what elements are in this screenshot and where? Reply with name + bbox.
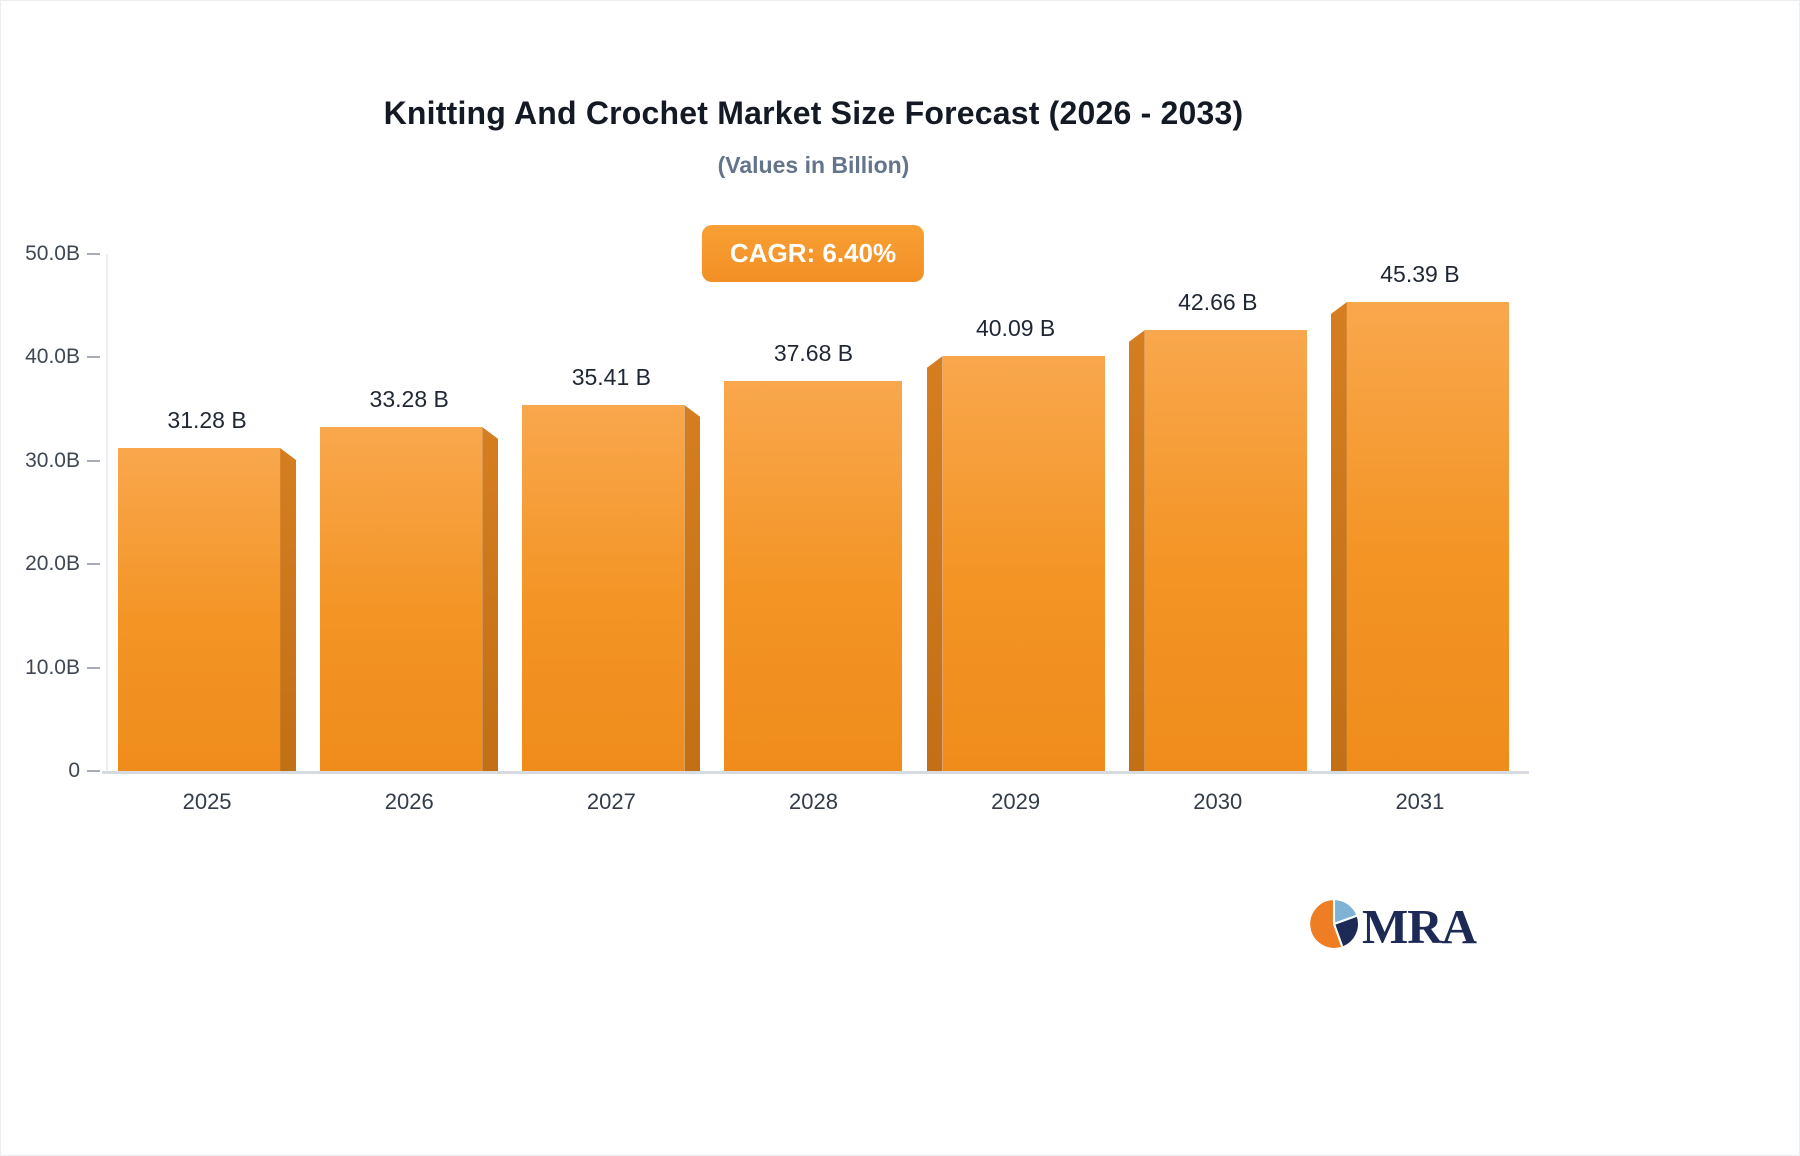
chart-title: Knitting And Crochet Market Size Forecas… xyxy=(383,95,1244,131)
bar-slot: 31.28 B 2025 xyxy=(106,254,308,814)
bar xyxy=(926,356,1105,771)
bar-value-label: 40.09 B xyxy=(975,315,1056,341)
bar-value-label: 37.68 B xyxy=(773,340,854,366)
chart-subtitle: (Values in Billion) xyxy=(717,152,910,178)
bar-value-label: 42.66 B xyxy=(1178,289,1258,315)
bar-side-face xyxy=(482,427,499,771)
y-tick-label: 30.0B xyxy=(25,448,80,472)
bar-value-label: 45.39 B xyxy=(1380,261,1460,287)
x-axis-baseline xyxy=(102,771,1529,774)
bar-side-face xyxy=(280,448,297,771)
bar-value-label: 33.28 B xyxy=(369,386,449,412)
x-tick-label: 2028 xyxy=(789,789,838,814)
x-tick-label: 2026 xyxy=(384,789,434,814)
bar-slot: 45.39 B 2031 xyxy=(1319,254,1521,814)
bar-side-face xyxy=(1330,302,1347,771)
y-tick-label: 20.0B xyxy=(25,552,80,576)
bar xyxy=(320,427,499,771)
bar-face xyxy=(522,405,685,771)
y-tick-mark xyxy=(87,459,100,462)
brand-logo: MRA xyxy=(1307,897,1477,956)
bar xyxy=(118,448,297,771)
bar-slot: 35.41 B 2027 xyxy=(510,254,712,814)
y-axis-line xyxy=(106,254,108,771)
bar-slot: 42.66 B 2030 xyxy=(1117,254,1319,814)
bar-slot: 40.09 B 2029 xyxy=(915,254,1117,814)
bar-value-label: 35.41 B xyxy=(571,364,651,390)
y-tick-label: 50.0B xyxy=(25,242,80,265)
bar-face xyxy=(1144,330,1307,771)
x-tick-label: 2027 xyxy=(586,789,636,814)
bar-value-label: 31.28 B xyxy=(167,407,247,433)
bar xyxy=(724,381,903,771)
y-tick-mark xyxy=(87,253,100,255)
y-tick-label: 10.0B xyxy=(25,655,80,679)
y-tick-label: 40.0B xyxy=(25,345,80,369)
bar-side-face xyxy=(926,356,943,771)
x-tick-label: 2029 xyxy=(991,789,1041,814)
x-tick-label: 2030 xyxy=(1193,789,1243,814)
bar-face xyxy=(724,381,903,771)
bar-face xyxy=(942,356,1105,771)
brand-logo-text: MRA xyxy=(1362,899,1477,954)
x-tick-label: 2031 xyxy=(1395,789,1445,814)
bar xyxy=(1128,330,1307,771)
x-tick-label: 2025 xyxy=(182,789,232,814)
pie-chart-logo-icon xyxy=(1307,897,1361,956)
y-tick-label: 0 xyxy=(68,759,80,782)
bar xyxy=(522,405,701,771)
y-tick-mark xyxy=(87,563,100,566)
cagr-badge: CAGR: 6.40% xyxy=(701,225,925,282)
bar-side-face xyxy=(1128,330,1145,771)
bar-face xyxy=(320,427,483,771)
bar-slot: 33.28 B 2026 xyxy=(308,254,510,814)
bar-side-face xyxy=(684,405,701,771)
bar-slot: 37.68 B 2028 xyxy=(712,254,914,814)
y-tick-mark xyxy=(87,770,100,772)
bar-face xyxy=(1346,302,1509,771)
y-tick-mark xyxy=(87,666,100,669)
bar xyxy=(1330,302,1509,771)
plot-area: 50.0B 40.0B 30.0B 20.0B 10.0B 0 31.28 B 2025 33… xyxy=(25,243,1529,814)
y-tick-mark xyxy=(87,356,100,359)
chart-header: Knitting And Crochet Market Size Forecas… xyxy=(106,95,1521,179)
bar-face xyxy=(118,448,281,771)
